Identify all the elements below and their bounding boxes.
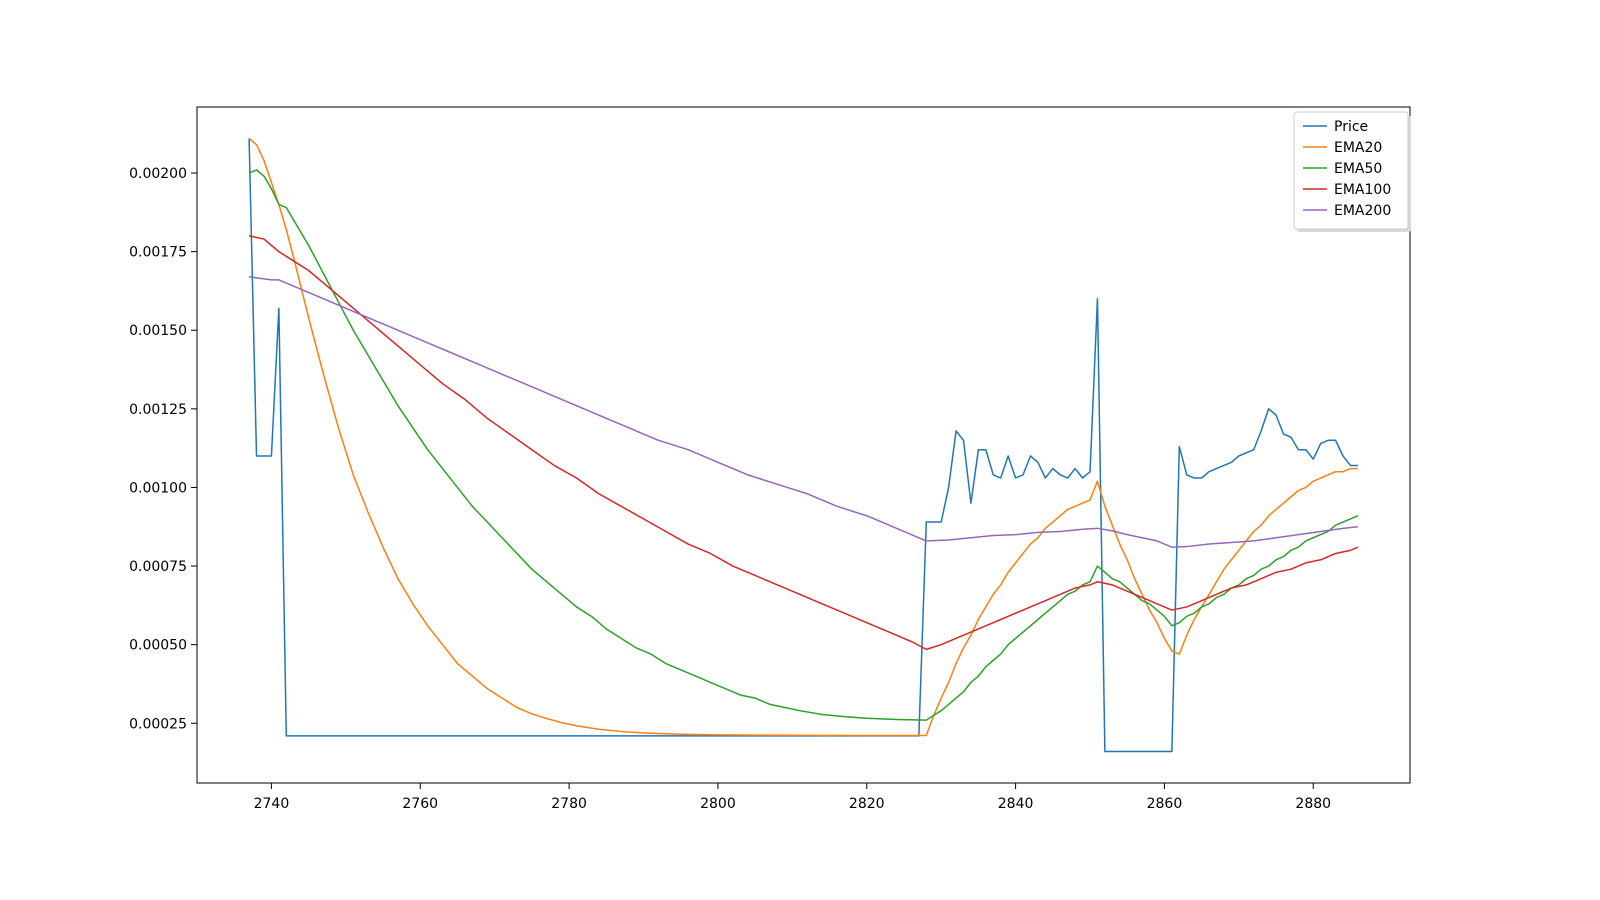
y-tick-label: 0.00200 xyxy=(129,166,187,182)
y-tick-label: 0.00100 xyxy=(129,480,187,496)
plot-area xyxy=(197,107,1410,783)
series-line-ema200 xyxy=(248,276,1358,548)
series-line-ema20 xyxy=(248,137,1358,737)
legend-item-ema50: EMA50 xyxy=(1303,161,1382,177)
series-line-ema100 xyxy=(248,235,1359,651)
legend-item-price: Price xyxy=(1303,119,1368,135)
axes-frame xyxy=(196,106,1411,784)
legend-label: EMA200 xyxy=(1334,203,1391,219)
y-tick-label: 0.00075 xyxy=(129,559,187,575)
legend-item-ema100: EMA100 xyxy=(1303,182,1391,198)
x-tick-label: 2740 xyxy=(254,796,290,812)
legend-box xyxy=(1293,111,1409,230)
y-tick-label: 0.00175 xyxy=(129,245,187,261)
y-tick-label: 0.00125 xyxy=(129,402,187,418)
legend-item-ema200: EMA200 xyxy=(1303,203,1391,219)
y-tick-label: 0.00050 xyxy=(129,638,187,654)
x-tick-label: 2840 xyxy=(998,796,1034,812)
x-tick-label: 2780 xyxy=(551,796,587,812)
x-tick-label: 2800 xyxy=(700,796,736,812)
x-tick-label: 2860 xyxy=(1147,796,1183,812)
legend-item-ema20: EMA20 xyxy=(1303,140,1382,156)
y-tick-label: 0.00150 xyxy=(129,323,187,339)
y-tick-label: 0.00025 xyxy=(129,716,187,732)
legend-label: EMA20 xyxy=(1334,140,1382,156)
legend-label: EMA50 xyxy=(1334,161,1382,177)
legend-label: EMA100 xyxy=(1334,182,1391,198)
series-line-price xyxy=(248,138,1358,753)
x-tick-label: 2760 xyxy=(402,796,438,812)
x-tick-label: 2820 xyxy=(849,796,885,812)
legend-label: Price xyxy=(1334,119,1368,135)
x-tick-label: 2880 xyxy=(1295,796,1331,812)
